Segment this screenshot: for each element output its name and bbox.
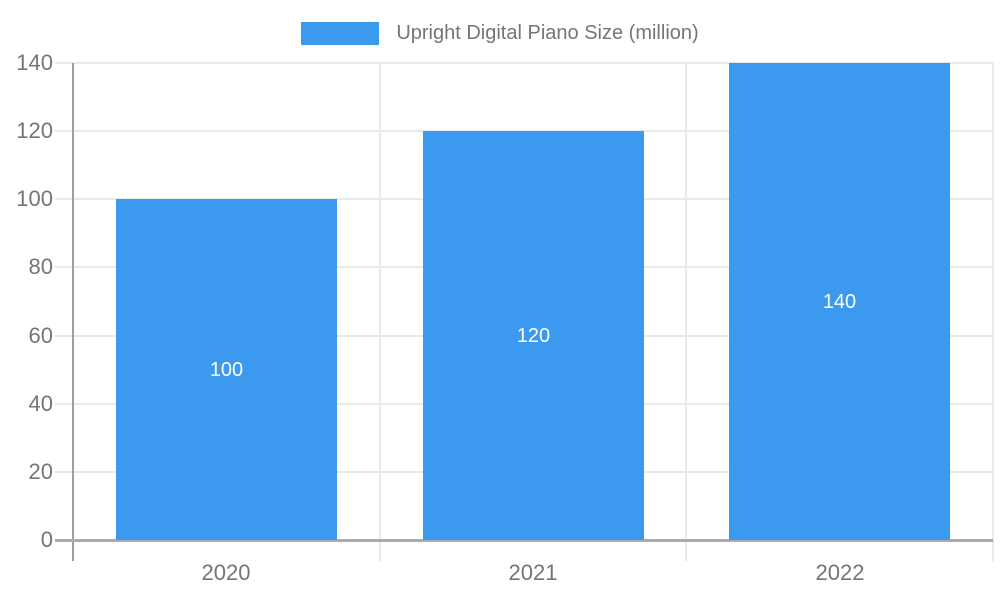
bar-value-label-2022: 140 [822, 291, 857, 313]
y-axis-label-100: 100 [16, 186, 53, 211]
bar-2022[interactable] [729, 63, 950, 540]
y-axis-label-140: 140 [16, 50, 53, 75]
y-axis-label-0: 0 [40, 527, 53, 552]
category-boundary-line-3 [992, 63, 994, 561]
x-axis-label-2020: 2020 [201, 560, 251, 585]
legend-swatch [301, 22, 380, 45]
y-axis-label-60: 60 [28, 323, 53, 348]
gridline-y-140 [55, 62, 993, 64]
y-axis-label-120: 120 [16, 118, 53, 143]
legend[interactable]: Upright Digital Piano Size (million) [0, 20, 1000, 47]
y-axis-label-80: 80 [28, 254, 53, 279]
legend-label: Upright Digital Piano Size (million) [396, 22, 699, 44]
y-axis-line [72, 63, 74, 561]
bar-value-label-2021: 120 [516, 325, 551, 347]
x-axis-line [55, 539, 993, 542]
category-boundary-line-2 [685, 63, 687, 561]
category-boundary-line-1 [379, 63, 381, 561]
y-axis-label-20: 20 [28, 459, 53, 484]
bar-value-label-2020: 100 [209, 359, 244, 381]
bar-2020[interactable] [116, 199, 337, 540]
bar-2021[interactable] [423, 131, 644, 540]
x-axis-label-2022: 2022 [815, 560, 865, 585]
x-axis-label-2021: 2021 [508, 560, 558, 585]
y-axis-label-40: 40 [28, 391, 53, 416]
